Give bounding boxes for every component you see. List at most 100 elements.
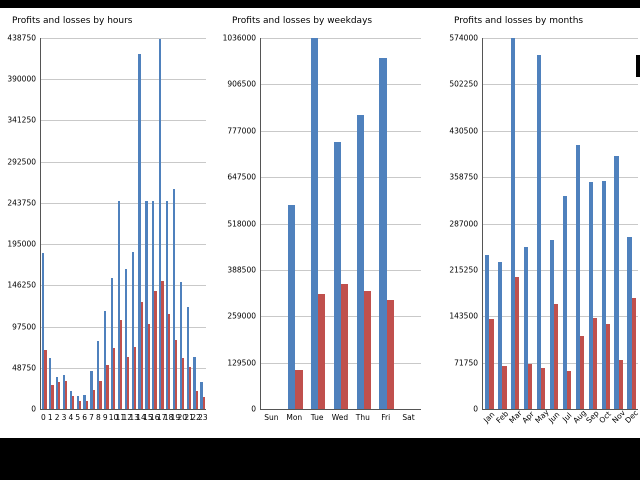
bar-profits [104,310,107,409]
bar-profits [90,370,93,409]
bar-profits [511,38,516,409]
y-tick-label: 259000 [227,311,256,321]
x-tick-label: Thu [355,413,370,422]
x-tick-label: 23 [198,413,208,422]
bar-losses [363,290,372,409]
bar-losses [85,400,88,409]
y-axis: 0 48750 97500 146250 195000 243750 292500 34125… [6,34,40,414]
gridline [483,223,638,225]
x-tick-label: 3 [61,413,67,422]
bar-losses [99,381,102,409]
x-tick-label: Mon [286,413,303,422]
bar-profits [49,358,52,409]
bar-losses [566,370,572,409]
bar-losses [341,284,349,409]
x-tick-label: 19 [170,413,181,422]
bar-profits [601,180,606,409]
bar-losses [51,385,54,409]
bar-losses [113,348,116,409]
x-tick-label: 15 [143,413,153,422]
plot-area [40,38,206,410]
gridline [41,161,206,163]
bar-profits [575,145,580,409]
y-tick-label: 647500 [227,172,256,182]
bar-losses [78,401,81,409]
y-tick-label: 215250 [449,265,478,275]
x-tick-label: 6 [82,413,88,422]
bar-profits [110,277,114,409]
gridline [41,367,206,369]
bar-profits [485,254,490,409]
bar-profits [536,54,542,409]
gridline [41,244,206,246]
bar-losses [295,369,303,409]
chart-title: Profits and losses by weekdays [232,16,373,26]
bar-profits [62,375,66,409]
bar-profits [42,252,45,409]
bar-profits [152,201,155,409]
bar-profits [562,195,567,409]
x-tick-label: Fri [381,413,391,422]
gridline [483,316,638,318]
bar-profits [333,142,341,409]
bar-profits [186,306,189,409]
bar-losses [188,366,191,409]
x-tick-label: 10 [108,413,119,422]
bar-losses [515,276,520,409]
gridline [483,362,638,364]
y-tick-label: 97500 [12,322,36,332]
letterbox-bottom [0,438,640,480]
gridline [261,84,421,86]
chart-hours: Profits and losses by hours 0 48750 97500 1… [6,8,208,438]
bar-profits [138,53,141,409]
y-tick-label: 777000 [227,126,256,136]
bar-losses [71,396,75,409]
bar-profits [131,251,134,409]
bar-losses [528,363,533,409]
bar-profits [117,201,121,409]
chart-months: Profits and losses by months 0 71750 14350… [448,8,640,438]
bar-losses [168,314,171,409]
x-tick-label: 7 [89,413,94,422]
x-tick-label: 12 [122,413,133,422]
bar-losses [126,356,130,409]
gridline [261,130,421,132]
bar-profits [287,204,296,409]
bar-losses [318,294,326,409]
edge-artifact [636,55,640,77]
plot-area [482,38,638,410]
bar-losses [592,317,597,409]
bar-losses [541,367,546,409]
bar-profits [627,237,632,409]
bar-losses [120,320,123,409]
x-tick-label: 20 [177,413,188,422]
y-tick-label: 1036000 [222,33,256,43]
bar-profits [83,395,86,409]
bar-profits [165,201,169,409]
x-tick-label: 2 [54,413,60,422]
x-axis: Sun Mon Tue Wed Thu Fri Sat [260,410,421,440]
chart-weekdays: Profits and losses by weekdays 0 129500 25… [222,8,421,440]
plot-area [260,38,421,410]
x-tick-label: 17 [156,413,167,422]
x-tick-label: 4 [68,413,74,422]
bar-losses [58,381,61,409]
bar-losses [195,391,198,409]
bar-losses [106,365,109,409]
bar-profits [97,341,100,409]
gridline [41,285,206,287]
bar-profits [310,38,319,409]
y-tick-label: 287000 [449,219,478,228]
x-tick-label: 1 [47,413,53,422]
gridline [483,130,638,132]
gridline [41,326,206,328]
bar-profits [76,396,79,409]
bar-profits [145,201,148,409]
x-tick-label: 8 [96,413,101,422]
x-tick-label: 14 [136,413,146,422]
x-tick-label: 18 [163,413,174,422]
x-tick-label: Sat [402,413,415,422]
bar-profits [200,381,203,409]
bar-losses [44,349,47,409]
